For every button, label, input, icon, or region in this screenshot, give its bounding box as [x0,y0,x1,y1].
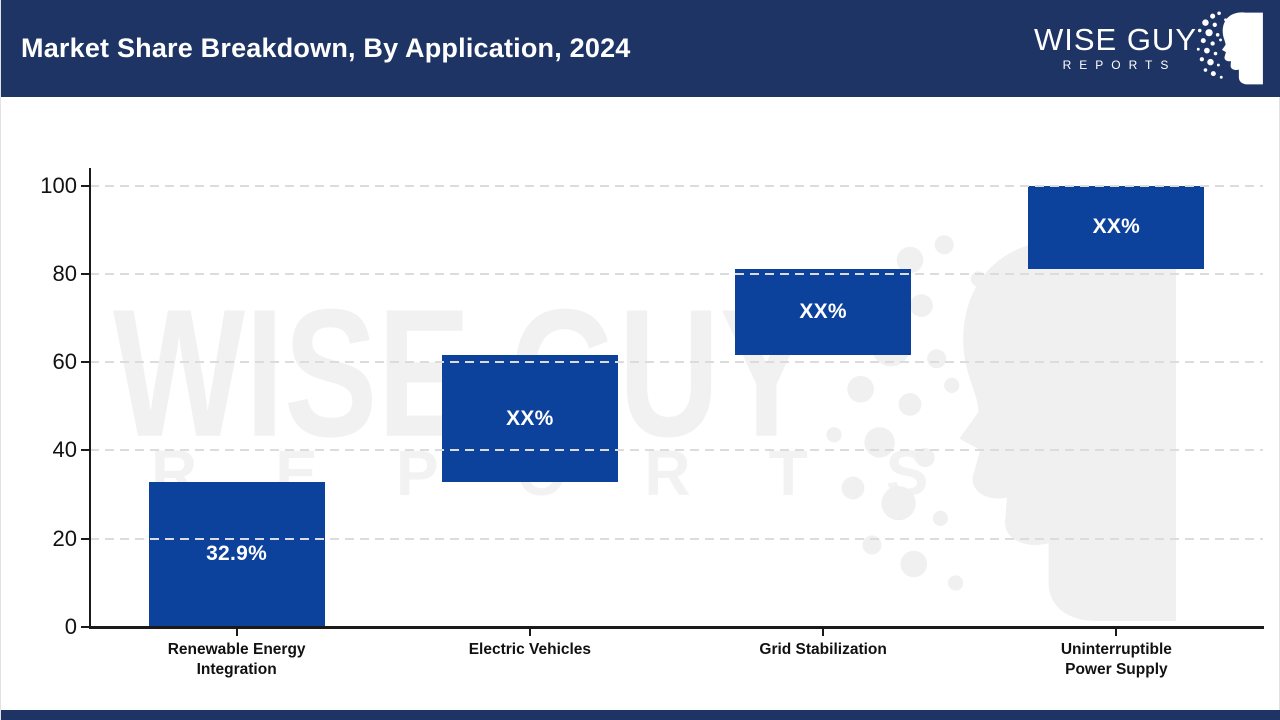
x-axis-line [89,626,1264,629]
bar-value-label-renewable-energy-integration: 32.9% [206,542,268,566]
category-label-renewable-energy-integration: Renewable Energy Integration [90,640,383,680]
category-label-electric-vehicles: Electric Vehicles [383,640,676,660]
gridline-100 [90,184,1263,187]
category-label-line: Renewable Energy [167,641,306,658]
category-label-grid-stabilization: Grid Stabilization [677,640,970,660]
x-tick-mark-grid-stabilization [822,628,825,636]
x-tick-mark-electric-vehicles [528,628,531,636]
logo-reports-label: REPORTS [1062,57,1177,72]
y-tick-label-20: 20 [52,525,77,551]
category-label-line: Integration [196,661,277,678]
logo-wiseguy-label: WISE GUY [1033,21,1197,57]
bar-uninterruptible-power-supply: XX% [1028,185,1205,270]
y-tick-label-0: 0 [64,614,77,639]
x-tick-mark-renewable-energy-integration [235,628,238,636]
bar-value-label-grid-stabilization: XX% [799,300,847,324]
logo-face-icon [1191,9,1263,88]
header-band: Market Share Breakdown, By Application, … [1,0,1280,97]
y-tick-mark-60 [81,361,89,364]
y-tick-mark-40 [81,449,89,452]
category-label-line: Uninterruptible [1060,641,1172,658]
footer-band [1,710,1280,720]
bar-value-label-uninterruptible-power-supply: XX% [1092,215,1141,239]
bar-renewable-energy-integration: 32.9% [148,481,325,627]
y-axis-line [89,168,91,628]
y-tick-mark-100 [81,184,89,187]
wise-guy-reports-logo: WISE GUY REPORTS [1034,9,1280,88]
category-label-line: Power Supply [1065,661,1168,678]
gridline-80 [90,272,1263,275]
gridline-40 [90,449,1263,452]
category-label-uninterruptible-power-supply: Uninterruptible Power Supply [970,640,1263,680]
bar-value-label-electric-vehicles: XX% [506,406,554,430]
y-tick-mark-0 [81,626,89,628]
y-tick-label-60: 60 [52,349,77,375]
category-label-line: Electric Vehicles [468,641,592,658]
y-tick-mark-20 [81,537,89,540]
bar-electric-vehicles: XX% [441,355,618,482]
y-tick-label-40: 40 [52,437,77,463]
logo-text: WISE GUY REPORTS [1033,21,1197,73]
y-tick-label-100: 100 [40,172,77,198]
gridline-60 [90,361,1263,364]
category-label-line: Grid Stabilization [759,641,887,658]
chart-title: Market Share Breakdown, By Application, … [21,33,631,63]
x-tick-mark-uninterruptible-power-supply [1115,628,1118,636]
bar-grid-stabilization: XX% [735,269,912,356]
gridline-20 [90,537,1263,540]
y-tick-mark-80 [81,272,89,275]
y-tick-label-80: 80 [52,260,77,286]
